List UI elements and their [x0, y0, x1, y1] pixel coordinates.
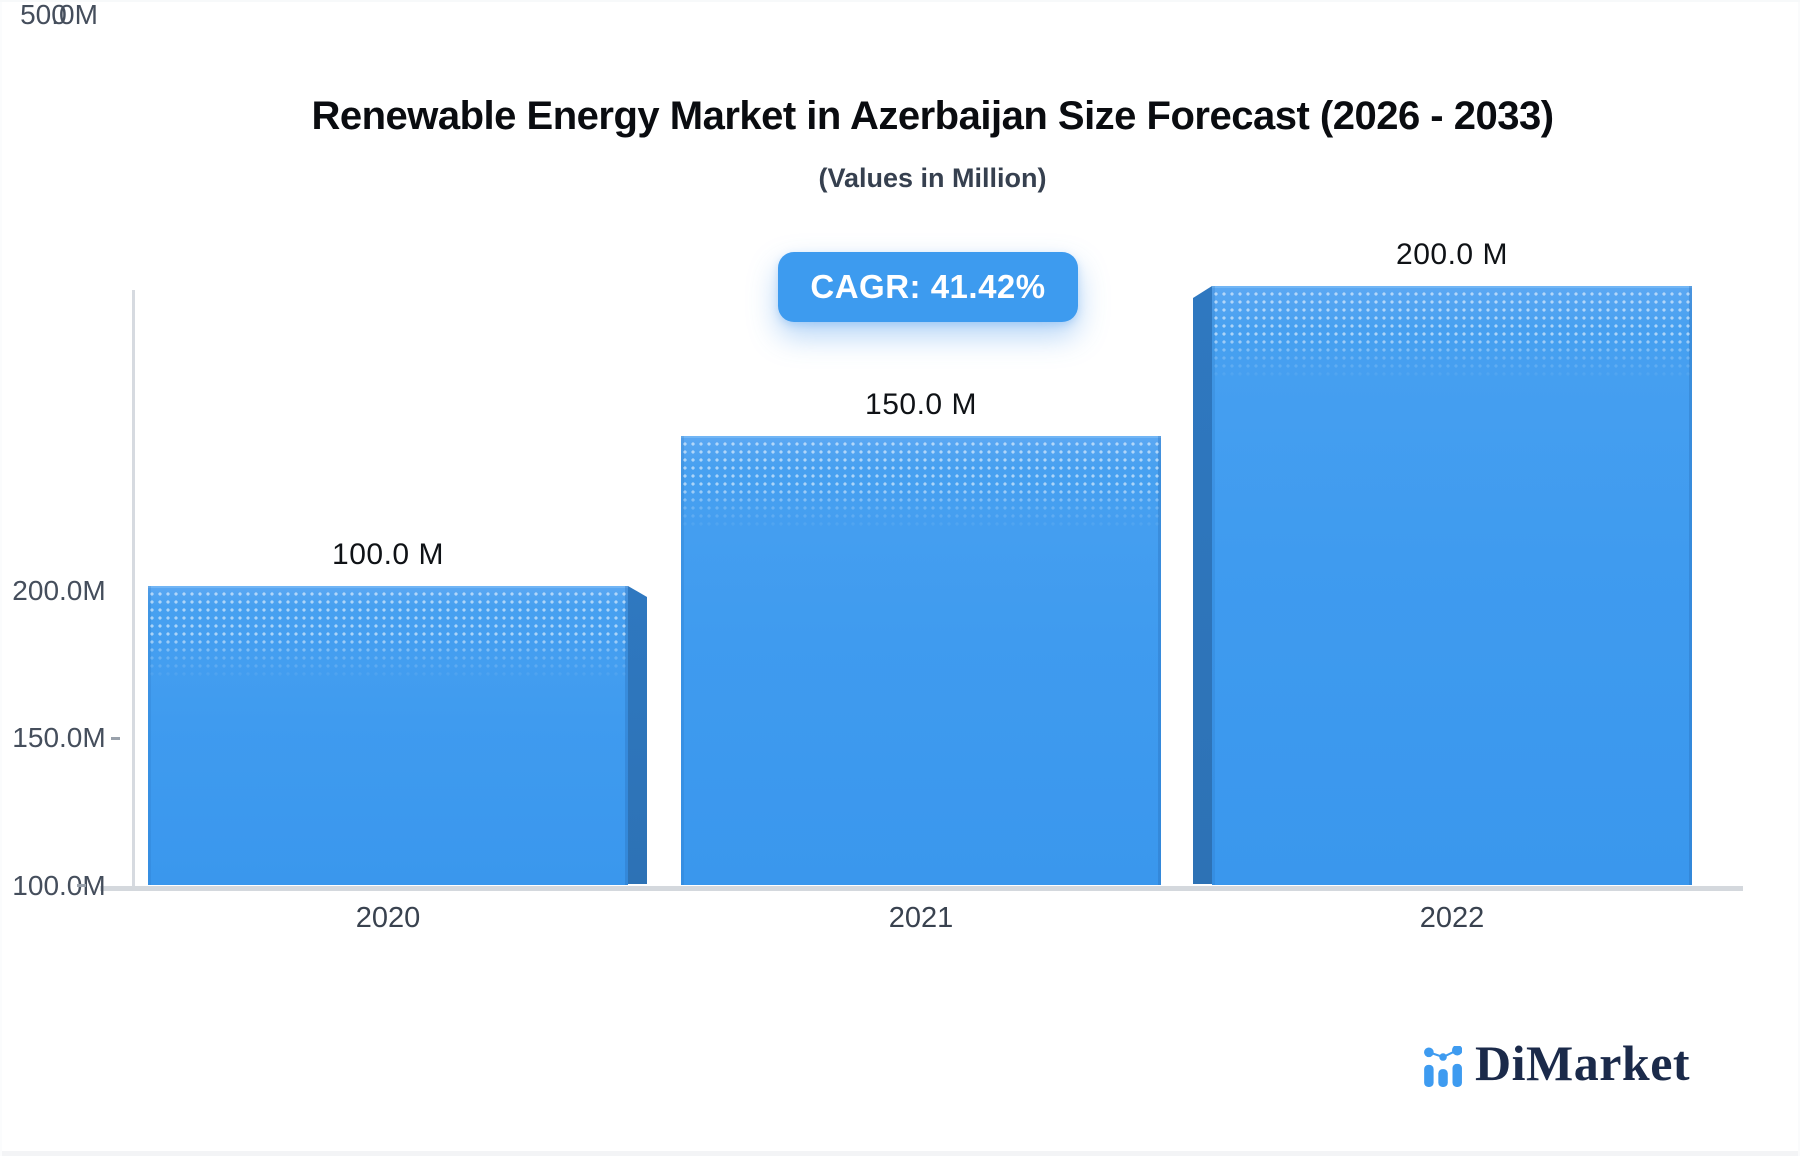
- y-axis-tick-label: 200.0M: [12, 575, 106, 606]
- y-axis-tick-label: 0: [51, 0, 67, 30]
- bar-value-label: 150.0 M: [865, 388, 977, 421]
- dimarket-logo-icon: [1424, 1046, 1462, 1087]
- brand-name: DiMarket: [1475, 1035, 1691, 1091]
- bar-value-label: 100.0 M: [332, 538, 444, 571]
- bar-2021[interactable]: [681, 436, 1161, 885]
- bar-3d-side-face: [628, 586, 647, 884]
- bar-2022[interactable]: [1212, 286, 1692, 885]
- bar-3d-side-face: [1193, 286, 1212, 884]
- bar-2020[interactable]: [148, 586, 628, 885]
- y-tick-mark-0: [77, 884, 86, 887]
- y-axis-tick-label: 100.0M: [12, 870, 106, 901]
- x-axis-label-2020: 2020: [355, 902, 421, 934]
- y-axis-tick-label: 150.0M: [12, 722, 106, 753]
- x-axis-label-2022: 2022: [1419, 902, 1485, 934]
- x-axis-label-2021: 2021: [888, 902, 954, 934]
- chart-header: Renewable Energy Market in Azerbaijan Si…: [65, 94, 1800, 194]
- cagr-badge: CAGR: 41.42%: [778, 252, 1078, 322]
- y-axis-tick-label: 50.0M: [20, 0, 98, 30]
- x-axis-line: [100, 886, 1743, 891]
- y-axis-line: [132, 290, 135, 886]
- brand-logo: DiMarket: [1422, 1038, 1690, 1088]
- bar-value-label: 200.0 M: [1396, 238, 1508, 271]
- chart-subtitle: (Values in Million): [818, 163, 1047, 193]
- y-tick-mark-50m: [111, 737, 120, 740]
- chart-title: Renewable Energy Market in Azerbaijan Si…: [311, 94, 1554, 138]
